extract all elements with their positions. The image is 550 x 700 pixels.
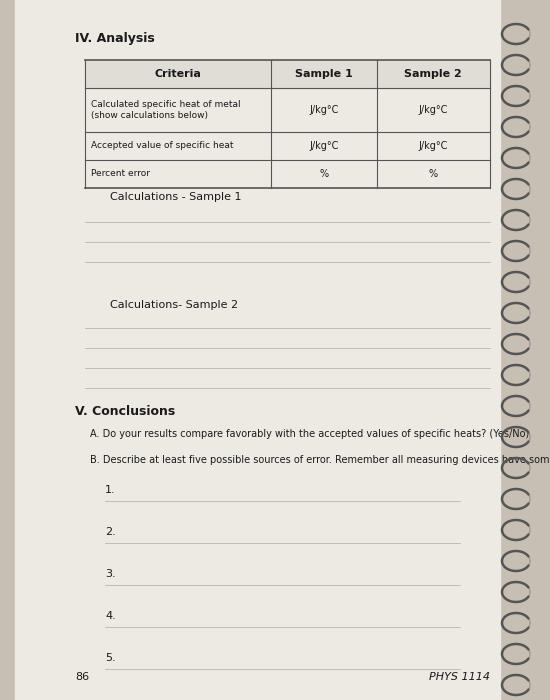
Text: V. Conclusions: V. Conclusions	[75, 405, 175, 418]
Text: Criteria: Criteria	[155, 69, 202, 79]
Text: A. Do your results compare favorably with the accepted values of specific heats?: A. Do your results compare favorably wit…	[90, 429, 529, 439]
Text: J/kg°C: J/kg°C	[419, 141, 448, 151]
Text: PHYS 1114: PHYS 1114	[429, 672, 490, 682]
Bar	[85, 60, 490, 88]
Text: Sample 1: Sample 1	[295, 69, 353, 79]
Text: 4.: 4.	[105, 611, 115, 621]
Text: 5.: 5.	[105, 653, 115, 663]
Text: J/kg°C: J/kg°C	[419, 105, 448, 115]
Text: J/kg°C: J/kg°C	[309, 141, 339, 151]
Bar	[15, 0, 500, 700]
Text: Accepted value of specific heat: Accepted value of specific heat	[91, 141, 234, 150]
Text: 1.: 1.	[105, 485, 115, 495]
Text: Sample 2: Sample 2	[404, 69, 462, 79]
Text: Percent error: Percent error	[91, 169, 150, 178]
Text: B. Describe at least five possible sources of error. Remember all measuring devi: B. Describe at least five possible sourc…	[90, 455, 550, 465]
Text: Calculated specific heat of metal
(show calculations below): Calculated specific heat of metal (show …	[91, 99, 241, 120]
Text: 86: 86	[75, 672, 89, 682]
Text: IV. Analysis: IV. Analysis	[75, 32, 155, 45]
Text: %: %	[320, 169, 328, 179]
Text: J/kg°C: J/kg°C	[309, 105, 339, 115]
Text: 3.: 3.	[105, 569, 115, 579]
Text: 2.: 2.	[105, 527, 115, 537]
Text: %: %	[429, 169, 438, 179]
Text: Calculations- Sample 2: Calculations- Sample 2	[110, 300, 238, 310]
Text: Calculations - Sample 1: Calculations - Sample 1	[110, 192, 241, 202]
